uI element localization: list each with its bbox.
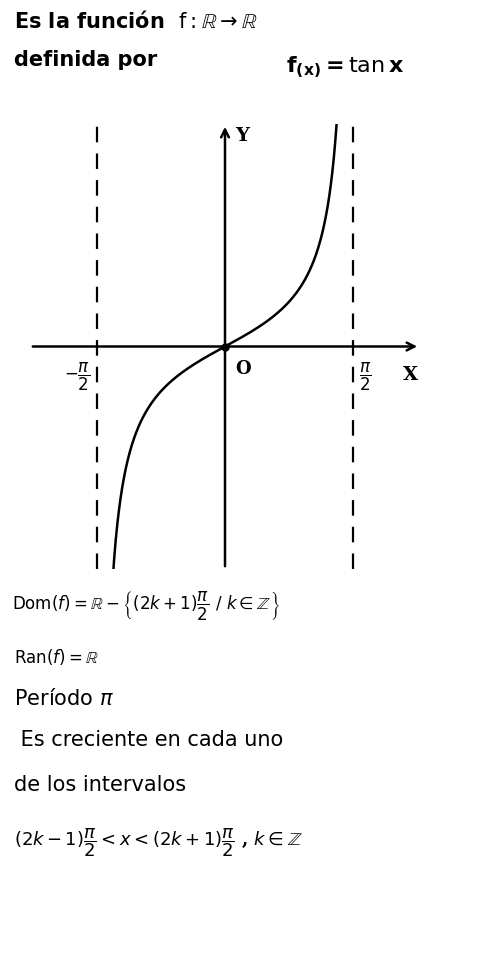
Text: Es creciente en cada uno: Es creciente en cada uno — [14, 730, 284, 749]
Text: $\mathrm{Ran}(f) = \mathbb{R}$: $\mathrm{Ran}(f) = \mathbb{R}$ — [14, 646, 99, 667]
Text: Y: Y — [236, 127, 250, 145]
Text: $(2k-1)\dfrac{\pi}{2} < x < (2k+1)\dfrac{\pi}{2}$ , $k \in \mathbb{Z}$: $(2k-1)\dfrac{\pi}{2} < x < (2k+1)\dfrac… — [14, 826, 303, 858]
Text: $\dfrac{\pi}{2}$: $\dfrac{\pi}{2}$ — [359, 360, 372, 392]
Text: X: X — [403, 366, 419, 384]
Text: $\mathbf{f_{(x)}= \tan x}$: $\mathbf{f_{(x)}= \tan x}$ — [286, 54, 404, 79]
Text: Es la función  $\mathrm{f} : \mathbb{R} \rightarrow \mathbb{R}$: Es la función $\mathrm{f} : \mathbb{R} \… — [14, 10, 258, 32]
Text: Período $\pi$: Período $\pi$ — [14, 687, 115, 708]
Text: de los intervalos: de los intervalos — [14, 774, 187, 795]
Text: $\mathrm{Dom}(f) = \mathbb{R} - \left\{(2k+1)\dfrac{\pi}{2}\ /\ k \in \mathbb{Z}: $\mathrm{Dom}(f) = \mathbb{R} - \left\{(… — [12, 588, 280, 621]
Text: definida por: definida por — [14, 50, 157, 70]
Text: $-\dfrac{\pi}{2}$: $-\dfrac{\pi}{2}$ — [64, 360, 91, 392]
Text: O: O — [236, 359, 251, 378]
